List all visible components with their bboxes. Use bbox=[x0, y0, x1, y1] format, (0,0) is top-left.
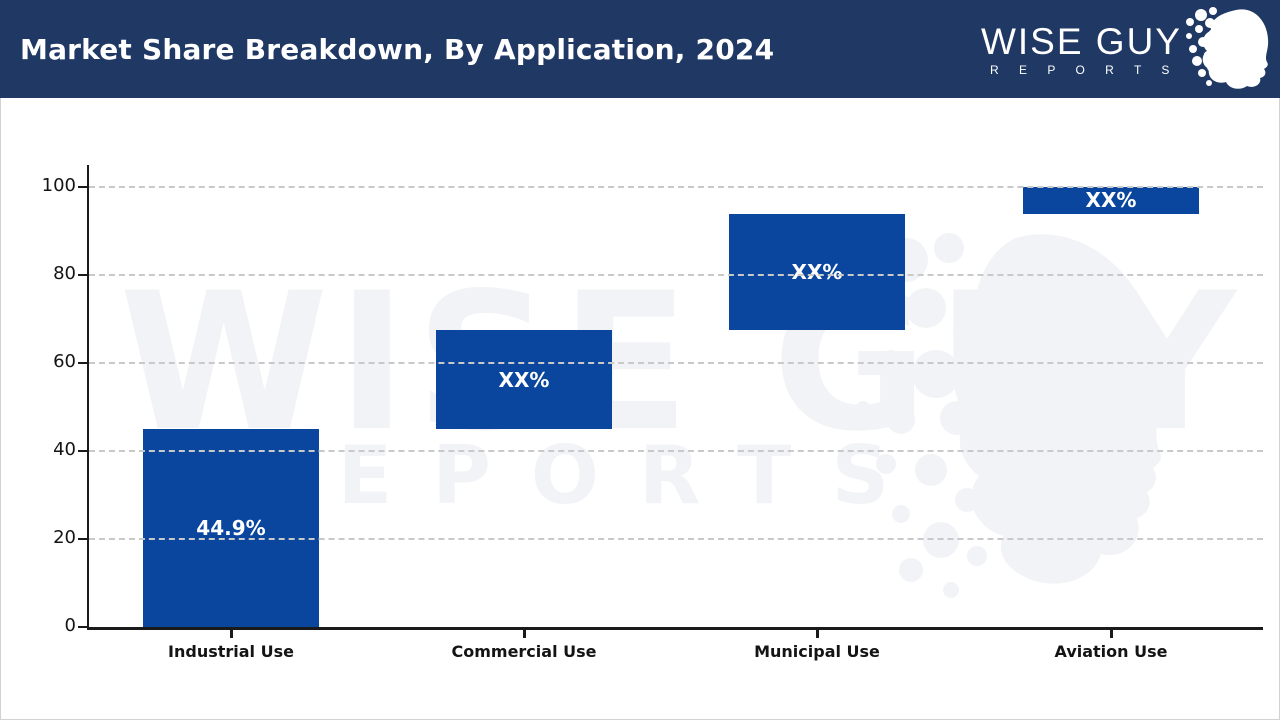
wise-guy-logo: WISE GUY R E P O R T S bbox=[981, 6, 1270, 92]
bar-value-label: XX% bbox=[1085, 188, 1137, 213]
y-tick-label: 100 bbox=[41, 175, 76, 196]
logo-wordmark: WISE GUY R E P O R T S bbox=[981, 23, 1182, 76]
logo-line2: R E P O R T S bbox=[990, 62, 1178, 77]
watermark-reports-text: REPORTS bbox=[236, 429, 929, 522]
bar-industrial-use: 44.9% bbox=[143, 429, 319, 627]
y-tick-label: 60 bbox=[53, 351, 76, 372]
y-tick-mark bbox=[78, 450, 89, 452]
gridline-40 bbox=[89, 450, 1263, 452]
bar-value-label: XX% bbox=[498, 367, 550, 392]
bar-municipal-use: XX% bbox=[729, 213, 905, 330]
x-tick-mark bbox=[1110, 629, 1113, 638]
gridline-60 bbox=[89, 362, 1263, 364]
x-category-label: Aviation Use bbox=[1054, 642, 1168, 661]
x-category-label: Industrial Use bbox=[168, 642, 294, 661]
y-tick-mark bbox=[78, 538, 89, 540]
x-axis-line bbox=[87, 627, 1263, 630]
y-tick-label: 20 bbox=[53, 527, 76, 548]
bar-value-label: XX% bbox=[791, 259, 843, 284]
plot: 0 20 40 60 80 100 44.9% Industrial Use XX% Commer… bbox=[1, 98, 1279, 718]
bar-value-label: 44.9% bbox=[196, 516, 266, 541]
bar-commercial-use: XX% bbox=[436, 330, 612, 430]
y-tick-label: 40 bbox=[53, 439, 76, 460]
y-axis-line bbox=[87, 165, 89, 629]
x-tick-mark bbox=[523, 629, 526, 638]
x-category-label: Municipal Use bbox=[754, 642, 880, 661]
logo-line1: WISE GUY bbox=[980, 20, 1182, 62]
x-tick-mark bbox=[230, 629, 233, 638]
bar-aviation-use: XX% bbox=[1023, 187, 1199, 214]
y-tick-label: 0 bbox=[64, 615, 76, 636]
x-tick-mark bbox=[816, 629, 819, 638]
header-bar: Market Share Breakdown, By Application, … bbox=[0, 0, 1280, 98]
chart-area: WISE GUY REPORTS 0 20 40 60 80 100 44.9% Indust… bbox=[0, 98, 1280, 720]
x-category-label: Commercial Use bbox=[451, 642, 597, 661]
y-tick-mark bbox=[78, 362, 89, 364]
gridline-80 bbox=[89, 274, 1263, 276]
y-tick-label: 80 bbox=[53, 263, 76, 284]
gridline-100 bbox=[89, 186, 1263, 188]
gridline-20 bbox=[89, 538, 1263, 540]
logo-face-icon bbox=[1186, 7, 1269, 89]
page-title: Market Share Breakdown, By Application, … bbox=[20, 32, 775, 66]
y-tick-mark bbox=[78, 626, 89, 628]
y-tick-mark bbox=[78, 186, 89, 188]
y-tick-mark bbox=[78, 274, 89, 276]
